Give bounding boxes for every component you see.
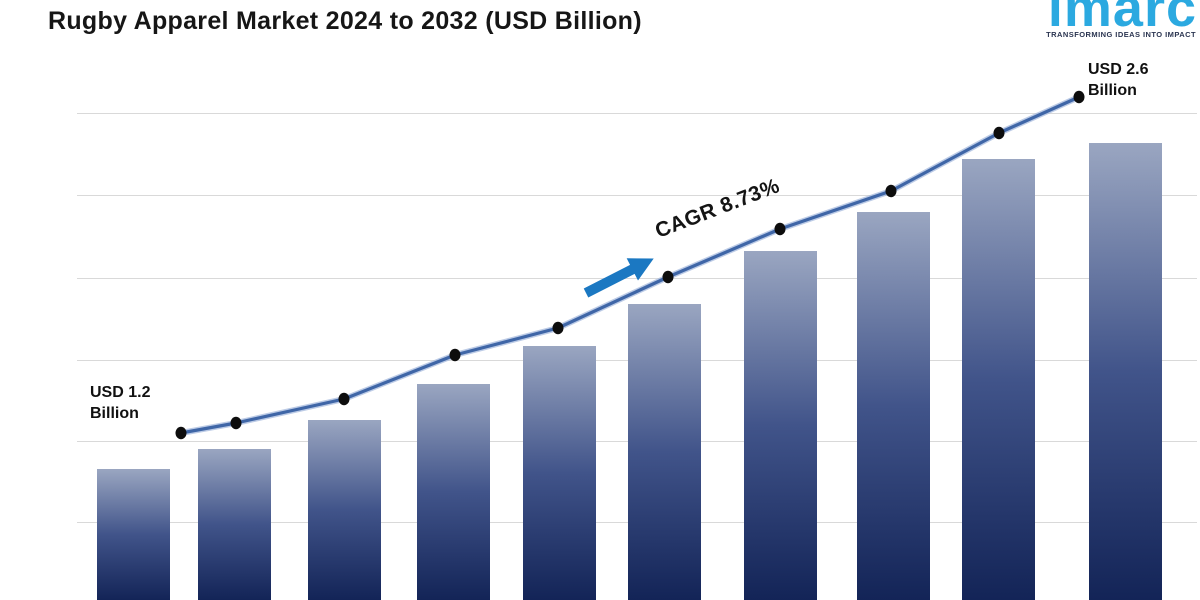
- data-point-marker: [552, 321, 564, 335]
- imarc-logo: imarc TRANSFORMING IDEAS INTO IMPACT: [967, 0, 1197, 46]
- bar: [857, 212, 930, 600]
- imarc-logo-tagline: TRANSFORMING IDEAS INTO IMPACT: [1046, 30, 1196, 39]
- start-value-line1: USD 1.2: [90, 384, 151, 401]
- data-point-marker: [175, 426, 187, 440]
- data-point-marker: [1073, 90, 1085, 104]
- bar: [744, 251, 817, 600]
- bar: [962, 159, 1035, 600]
- growth-arrow-icon: [583, 258, 654, 298]
- start-value-line2: Billion: [90, 405, 139, 422]
- data-point-marker: [662, 270, 674, 284]
- bar: [628, 304, 701, 600]
- end-value-line1: USD 2.6: [1088, 61, 1149, 78]
- data-point-marker: [230, 416, 242, 430]
- end-value-line2: Billion: [1088, 82, 1137, 99]
- bar: [523, 346, 596, 600]
- data-point-marker: [338, 392, 350, 406]
- bar: [417, 384, 490, 600]
- start-value-label: USD 1.2 Billion: [90, 382, 150, 424]
- bar: [308, 420, 381, 600]
- gridline: [77, 113, 1197, 114]
- bar: [198, 449, 271, 600]
- data-point-marker: [774, 222, 786, 236]
- end-value-label: USD 2.6 Billion: [1088, 59, 1148, 101]
- bar: [1089, 143, 1162, 600]
- chart-title: Rugby Apparel Market 2024 to 2032 (USD B…: [48, 7, 642, 35]
- data-point-marker: [993, 126, 1005, 140]
- bar: [97, 469, 170, 600]
- imarc-logo-wordmark: imarc: [1047, 0, 1197, 38]
